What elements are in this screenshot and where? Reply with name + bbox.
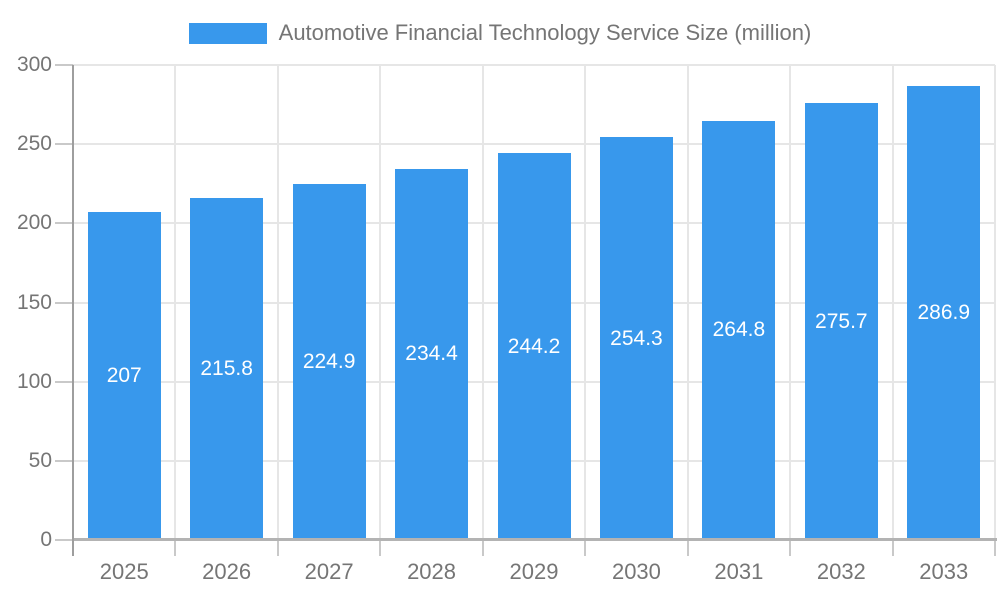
x-axis-label: 2032 [816,559,866,584]
bar-value-label: 224.9 [302,349,356,373]
x-axis-tick [584,541,587,556]
grid-line-vertical [891,65,894,540]
bar [87,212,161,540]
legend[interactable]: Automotive Financial Technology Service … [0,20,1000,46]
grid-line-horizontal [73,64,995,66]
bar [395,168,469,540]
bar [907,85,981,540]
bar [497,153,571,540]
bar-value-label: 207 [106,364,142,388]
x-axis-tick [994,541,996,556]
x-axis-label: 2026 [202,559,252,584]
bar [702,120,776,540]
bar-value-label: 215.8 [200,357,253,381]
y-axis-label: 200 [16,211,52,235]
bar-value-label: 264.8 [712,318,766,342]
y-axis-tick [55,301,73,304]
bar-value-label: 234.4 [405,342,458,366]
x-axis-tick [174,541,177,556]
grid-line-vertical [686,65,689,540]
y-axis-label: 150 [16,290,52,314]
y-axis-tick [55,459,73,462]
bar [599,137,673,540]
grid-line-vertical [276,65,279,540]
grid-line-vertical [584,65,587,540]
bar [190,198,264,540]
y-axis-label: 300 [16,53,52,76]
bar-value-label: 286.9 [917,300,971,324]
grid-line-vertical [174,65,177,540]
legend-swatch [188,22,267,44]
x-axis-label: 2033 [919,559,969,584]
grid-line-vertical [789,65,792,540]
y-axis-tick [55,143,73,146]
x-axis-tick [686,541,689,556]
x-axis-label: 2029 [509,559,559,584]
bar-value-label: 254.3 [610,326,663,350]
x-axis-label: 2031 [714,559,764,584]
x-axis-label: 2025 [99,559,149,584]
x-axis-tick [789,541,792,556]
bar [292,183,366,540]
y-axis-line [72,65,74,556]
bar-value-label: 275.7 [815,309,868,333]
x-axis-label: 2027 [304,559,354,584]
x-axis-label: 2028 [407,559,457,584]
legend-label: Automotive Financial Technology Service … [278,20,812,45]
x-axis-line [73,538,997,541]
grid-line-vertical [994,65,996,540]
y-axis-tick [55,222,73,225]
y-axis-label: 250 [16,132,52,156]
y-axis-label: 0 [40,528,52,551]
x-axis-tick [481,541,484,556]
grid-line-vertical [379,65,382,540]
y-axis-tick [55,64,73,66]
x-axis-tick [891,541,894,556]
grid-line-horizontal [73,143,995,146]
y-axis-label: 50 [28,448,52,472]
y-axis-tick [55,380,73,383]
x-axis-label: 2030 [611,559,661,584]
x-axis-tick [379,541,382,556]
y-axis-label: 100 [16,369,52,393]
bar-value-label: 244.2 [507,334,561,358]
grid-line-vertical [481,65,484,540]
x-axis-tick [276,541,279,556]
bar [804,103,878,540]
y-axis-tick [55,539,73,541]
